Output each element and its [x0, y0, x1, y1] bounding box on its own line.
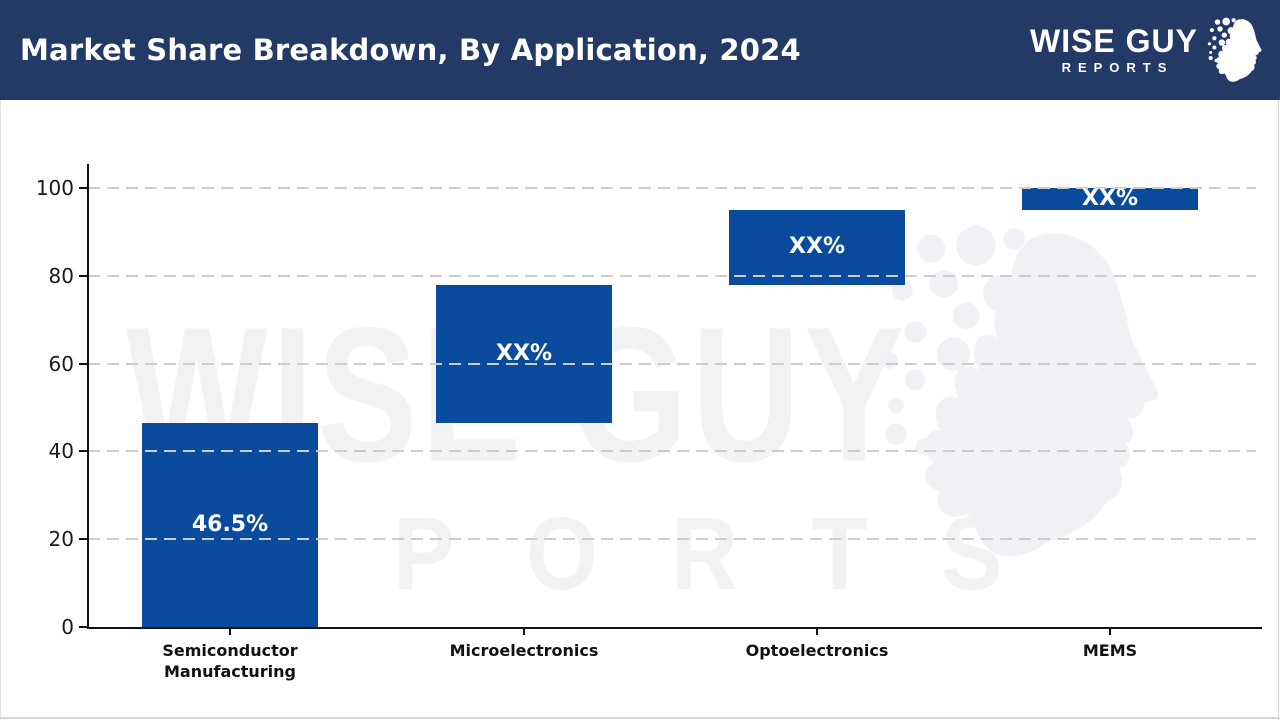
- y-tick-mark: [79, 626, 87, 628]
- gridline: [88, 538, 1256, 541]
- gridline: [88, 274, 1256, 277]
- x-tick-mark: [1109, 629, 1111, 635]
- bar-microelectronics: [436, 284, 612, 423]
- logo-tagline: REPORTS: [1061, 60, 1174, 75]
- bar-semiconductor-manufacturing: [142, 422, 318, 627]
- x-tick-mark: [229, 629, 231, 635]
- x-category-label-optoelectronics: Optoelectronics: [745, 641, 889, 660]
- logo-name: WISE GUY: [1029, 23, 1198, 59]
- logo-text: WISE GUY REPORTS: [1030, 25, 1198, 75]
- wise-guy-logo: WISE GUY REPORTS: [1030, 9, 1264, 91]
- left-border: [0, 100, 1, 720]
- y-tick-mark: [79, 274, 87, 277]
- x-axis-spine: [87, 627, 1262, 629]
- y-tick-label: 80: [48, 263, 74, 288]
- gridline: [88, 362, 1256, 365]
- bar-value-label-semiconductor-manufacturing: 46.5%: [191, 511, 269, 537]
- bar-value-label-mems: XX%: [1082, 185, 1138, 211]
- gridline: [88, 187, 1256, 189]
- y-tick-label: 60: [48, 351, 74, 376]
- y-tick-mark: [79, 450, 87, 453]
- y-tick-mark: [79, 538, 87, 541]
- gridline: [88, 450, 1256, 453]
- y-tick-mark: [79, 187, 87, 189]
- y-tick-label: 40: [48, 439, 74, 464]
- bar-value-label-microelectronics: XX%: [496, 340, 552, 366]
- y-tick-mark: [79, 362, 87, 365]
- logo-head-icon: [1207, 17, 1262, 82]
- bar-optoelectronics: [729, 209, 905, 285]
- bottom-border: [0, 717, 1280, 719]
- y-tick-label: 0: [61, 615, 74, 639]
- page-title: Market Share Breakdown, By Application, …: [20, 33, 801, 67]
- y-tick-label: 100: [35, 176, 74, 200]
- y-tick-label: 20: [48, 527, 74, 552]
- x-category-label-mems: MEMS: [1082, 641, 1138, 660]
- right-border: [1278, 100, 1279, 720]
- bar-mems: [1022, 188, 1198, 210]
- x-category-label-microelectronics: Microelectronics: [449, 641, 599, 660]
- y-axis-spine: [87, 164, 89, 629]
- x-tick-mark: [523, 629, 525, 635]
- x-category-label-semiconductor-manufacturing: Semiconductor Manufacturing: [162, 641, 298, 681]
- x-tick-mark: [816, 629, 818, 635]
- bar-value-label-optoelectronics: XX%: [789, 234, 845, 260]
- header: Market Share Breakdown, By Application, …: [0, 0, 1280, 100]
